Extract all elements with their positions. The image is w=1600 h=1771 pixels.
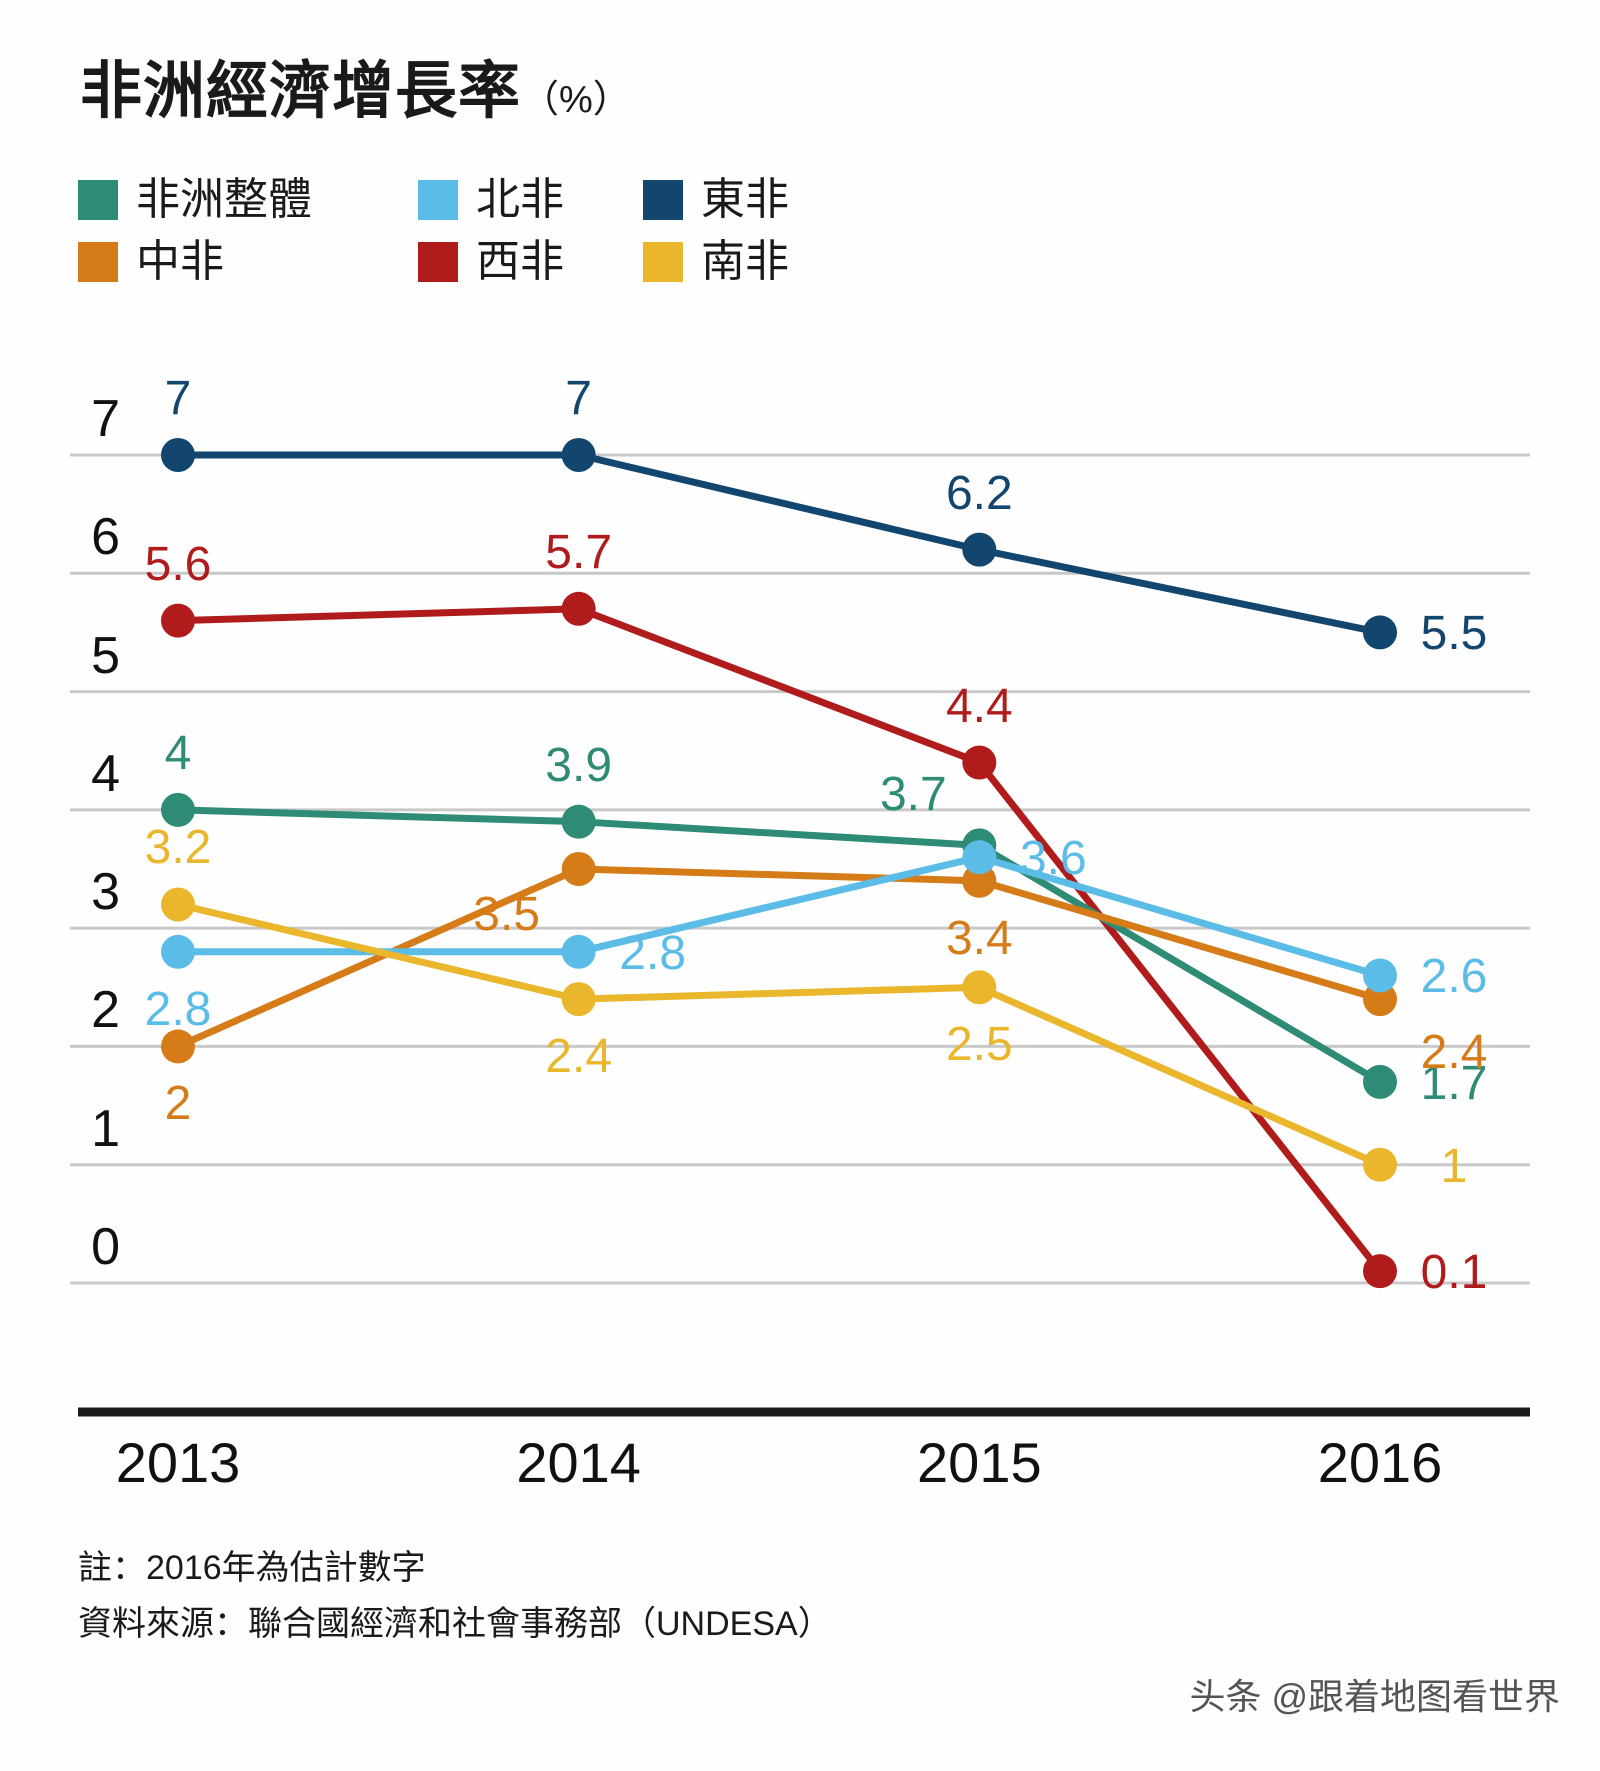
legend-swatch-icon xyxy=(643,242,683,282)
y-axis-tick-label: 6 xyxy=(91,508,120,567)
chart-footnotes: 註：2016年為估計數字 資料來源：聯合國經濟和社會事務部（UNDESA） xyxy=(78,1540,832,1652)
data-point[interactable] xyxy=(561,852,596,886)
y-axis-tick-label: 4 xyxy=(91,744,120,803)
data-point[interactable] xyxy=(561,934,596,969)
data-point[interactable] xyxy=(1363,615,1397,650)
series-line xyxy=(174,451,1384,636)
y-axis-tick-label: 3 xyxy=(91,863,120,922)
data-point[interactable] xyxy=(962,840,997,875)
data-point[interactable] xyxy=(1363,982,1397,1017)
legend-row-2: 中非 西非 南非 xyxy=(78,240,978,284)
data-point-label: 3.2 xyxy=(144,821,212,875)
legend-item-southern-africa[interactable]: 南非 xyxy=(643,240,789,284)
data-point-label: 1 xyxy=(1440,1139,1468,1193)
data-point-label: 2.6 xyxy=(1420,950,1488,1004)
data-point-label: 5.6 xyxy=(144,537,212,591)
series-line xyxy=(174,865,1384,1050)
data-point[interactable] xyxy=(161,887,195,922)
y-axis-tick-label: 5 xyxy=(91,626,120,685)
data-point-label: 3.5 xyxy=(473,888,541,941)
legend-label: 北非 xyxy=(476,175,564,224)
data-point-label: 2.5 xyxy=(945,1018,1013,1072)
title-unit: （%） xyxy=(521,79,631,121)
data-point[interactable] xyxy=(161,438,195,472)
data-point-label: 2.4 xyxy=(1420,1026,1488,1080)
series-line xyxy=(174,900,1384,1169)
data-point[interactable] xyxy=(1363,1064,1397,1099)
data-point[interactable] xyxy=(161,603,195,638)
x-axis-tick-label: 2014 xyxy=(516,1431,641,1494)
data-point-label: 2 xyxy=(164,1077,192,1131)
legend-item-east-africa[interactable]: 東非 xyxy=(643,178,789,222)
data-point[interactable] xyxy=(561,591,596,626)
legend-item-africa-overall[interactable]: 非洲整體 xyxy=(78,178,418,222)
data-point-label: 3.4 xyxy=(945,911,1013,965)
data-point[interactable] xyxy=(561,438,596,472)
data-point-label: 2.4 xyxy=(545,1030,613,1084)
series-line xyxy=(174,605,1384,1275)
data-point[interactable] xyxy=(962,970,997,1005)
legend-item-north-africa[interactable]: 北非 xyxy=(418,178,643,222)
data-point[interactable] xyxy=(962,745,997,780)
data-point-label: 7 xyxy=(565,372,593,425)
legend-label: 西非 xyxy=(476,237,564,286)
data-point[interactable] xyxy=(962,863,997,898)
data-point-label: 2.8 xyxy=(144,982,212,1036)
y-axis-tick-label: 0 xyxy=(91,1218,120,1276)
y-axis-tick-label: 7 xyxy=(91,390,120,448)
legend-swatch-icon xyxy=(78,242,118,282)
data-point-label: 5.5 xyxy=(1420,607,1488,661)
data-point[interactable] xyxy=(161,934,195,969)
chart-legend: 非洲整體 北非 東非 中非 西非 南非 xyxy=(78,178,978,302)
legend-item-west-africa[interactable]: 西非 xyxy=(418,240,643,284)
y-axis-tick-label: 1 xyxy=(91,1099,120,1158)
series-line xyxy=(174,806,1384,1086)
data-point[interactable] xyxy=(962,532,997,567)
data-point-label: 4.4 xyxy=(945,679,1013,733)
data-point[interactable] xyxy=(1363,1254,1397,1289)
data-point-label: 3.7 xyxy=(879,768,947,822)
data-point-label: 0.1 xyxy=(1420,1246,1488,1300)
x-axis-tick-label: 2015 xyxy=(917,1431,1042,1494)
data-point-label: 3.9 xyxy=(545,738,613,792)
y-axis-tick-label: 2 xyxy=(91,981,120,1040)
data-point[interactable] xyxy=(561,982,596,1017)
x-axis-tick-label: 2013 xyxy=(115,1431,241,1494)
legend-label: 南非 xyxy=(701,237,789,286)
legend-row-1: 非洲整體 北非 東非 xyxy=(78,178,978,222)
title-text: 非洲經濟增長率 xyxy=(80,57,522,126)
data-point-label: 5.7 xyxy=(545,525,613,579)
legend-label: 中非 xyxy=(136,237,224,286)
data-point[interactable] xyxy=(161,792,195,827)
legend-swatch-icon xyxy=(418,242,458,282)
data-point-label: 1.7 xyxy=(1420,1056,1488,1110)
data-point[interactable] xyxy=(561,804,596,839)
legend-swatch-icon xyxy=(643,180,683,220)
x-axis-tick-label: 2016 xyxy=(1317,1431,1443,1494)
data-point[interactable] xyxy=(1363,1147,1397,1182)
legend-label: 非洲整體 xyxy=(136,175,312,224)
legend-label: 東非 xyxy=(701,175,789,224)
footnote-estimate: 註：2016年為估計數字 xyxy=(78,1549,426,1587)
data-point[interactable] xyxy=(1363,958,1397,993)
data-point-label: 6.2 xyxy=(945,466,1013,520)
data-point-label: 7 xyxy=(164,372,192,425)
legend-item-central-africa[interactable]: 中非 xyxy=(78,240,418,284)
page-title: 非洲經濟增長率（%） xyxy=(80,40,631,130)
data-point-label: 3.6 xyxy=(1019,832,1087,886)
footnote-source: 資料來源：聯合國經濟和社會事務部（UNDESA） xyxy=(78,1605,832,1644)
data-point-label: 4 xyxy=(164,726,192,780)
data-point-label: 2.8 xyxy=(619,926,687,980)
legend-swatch-icon xyxy=(78,180,118,220)
data-point[interactable] xyxy=(161,1029,195,1064)
watermark: 头条 @跟着地图看世界 xyxy=(1189,1676,1560,1717)
legend-swatch-icon xyxy=(418,180,458,220)
